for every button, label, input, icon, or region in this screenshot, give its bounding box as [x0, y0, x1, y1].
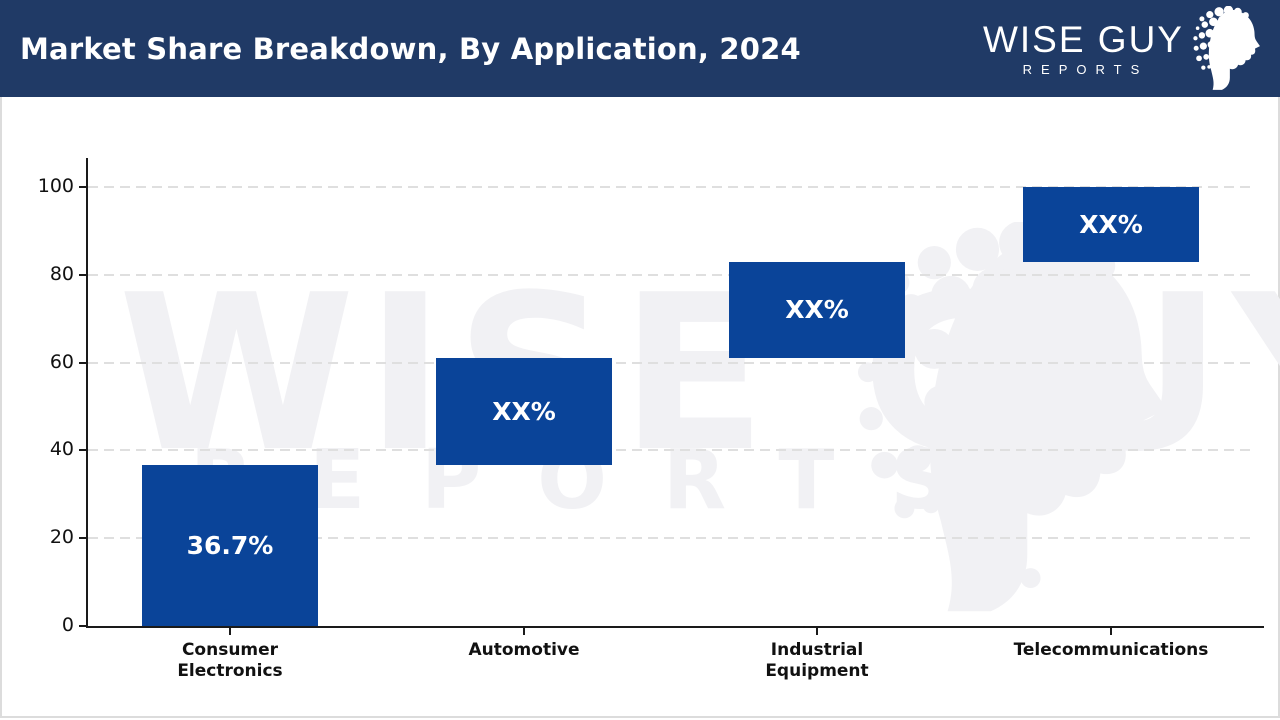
- gridline-100: [88, 186, 1256, 188]
- category-label-industrial-equipment: Industrial Equipment: [677, 640, 957, 682]
- x-tick-automotive: [523, 626, 525, 635]
- category-label-telecommunications: Telecommunications: [971, 640, 1251, 661]
- x-tick-consumer-electronics: [229, 626, 231, 635]
- bar-value-label-industrial-equipment: XX%: [785, 295, 849, 325]
- category-label-automotive: Automotive: [384, 640, 664, 661]
- brand-logo: WISE GUY REPORTS: [983, 0, 1266, 97]
- brand-wordmark: WISE GUY: [982, 18, 1184, 60]
- bar-telecommunications: XX%: [1023, 187, 1199, 262]
- y-tick-0: [79, 625, 88, 627]
- bar-automotive: XX%: [436, 358, 612, 465]
- header: Market Share Breakdown, By Application, …: [0, 0, 1280, 97]
- gridline-60: [88, 361, 1256, 364]
- gridline-20: [88, 537, 1256, 540]
- y-tick-label-100: 100: [37, 175, 74, 197]
- bar-value-label-telecommunications: XX%: [1079, 209, 1143, 239]
- category-label-line: Consumer: [181, 640, 279, 660]
- category-label-line: Telecommunications: [1013, 640, 1209, 660]
- x-tick-telecommunications: [1110, 626, 1112, 635]
- brand-head-icon: [1193, 5, 1260, 90]
- y-tick-label-20: 20: [49, 526, 74, 549]
- y-tick-60: [79, 361, 88, 364]
- x-tick-industrial-equipment: [816, 626, 818, 635]
- brand-text: WISE GUY REPORTS: [983, 21, 1184, 77]
- y-tick-80: [79, 273, 88, 276]
- y-tick-label-80: 80: [49, 262, 74, 285]
- page-title: Market Share Breakdown, By Application, …: [20, 31, 801, 66]
- category-label-line: Automotive: [468, 640, 580, 660]
- category-label-line: Electronics: [177, 661, 283, 681]
- bar-consumer-electronics: 36.7%: [142, 464, 318, 626]
- bar-value-label-consumer-electronics: 36.7%: [186, 530, 274, 560]
- category-label-consumer-electronics: Consumer Electronics: [90, 640, 370, 682]
- bar-value-label-automotive: XX%: [492, 397, 556, 427]
- y-axis: [86, 158, 88, 628]
- y-tick-label-60: 60: [49, 350, 74, 373]
- y-tick-20: [79, 537, 88, 540]
- y-tick-label-0: 0: [61, 614, 74, 636]
- category-label-line: Equipment: [765, 661, 869, 681]
- gridline-80: [88, 273, 1256, 276]
- y-tick-40: [79, 449, 88, 452]
- gridline-40: [88, 449, 1256, 452]
- y-tick-label-40: 40: [49, 438, 74, 461]
- category-label-line: Industrial: [770, 640, 864, 660]
- bar-industrial-equipment: XX%: [729, 261, 905, 359]
- y-tick-100: [79, 186, 88, 188]
- brand-tagline: REPORTS: [1022, 61, 1149, 77]
- x-axis: [86, 626, 1264, 628]
